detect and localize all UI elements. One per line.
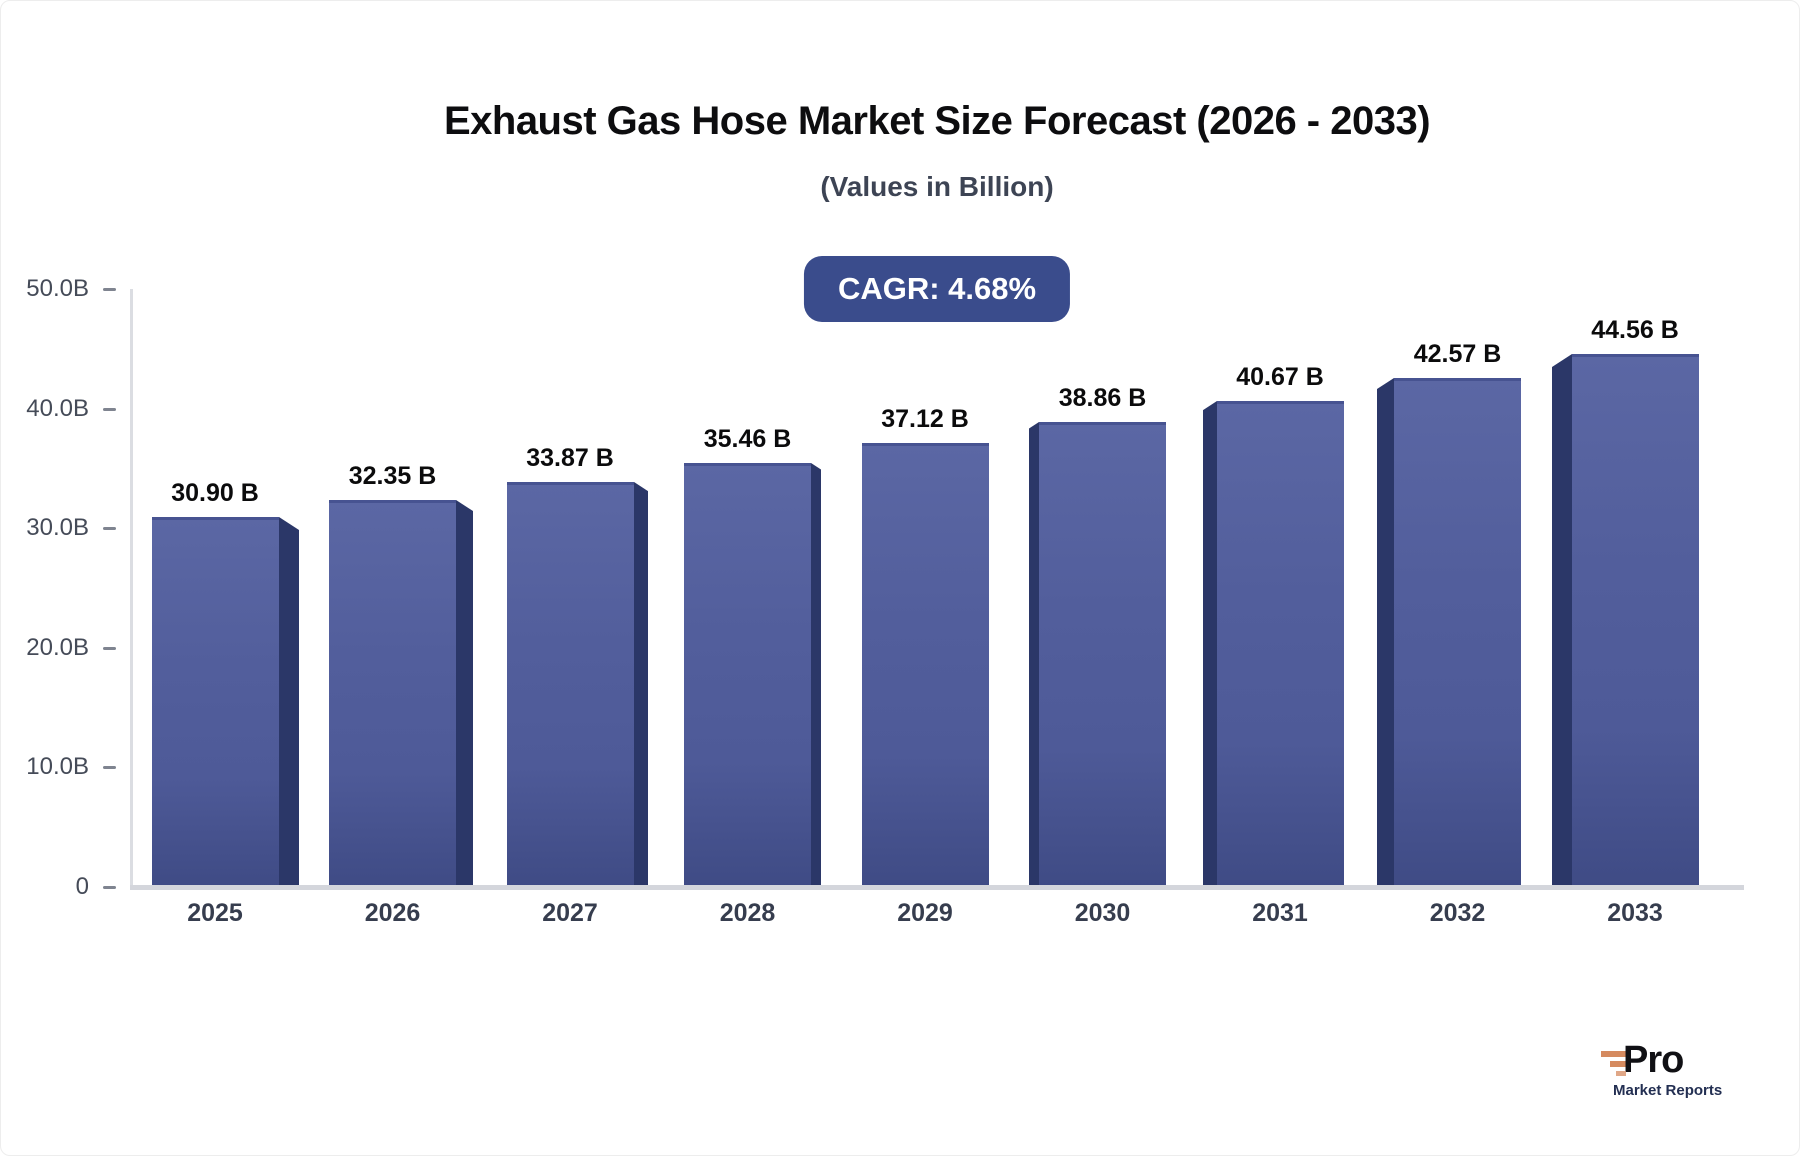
logo-caption-text: Market Reports (1613, 1082, 1723, 1099)
x-axis-label-2030: 2030 (1074, 899, 1131, 927)
y-tick-mark (103, 766, 116, 770)
bar-2031 (1216, 400, 1344, 887)
bar-2027 (506, 481, 634, 887)
bar-side-face-2027 (633, 481, 648, 889)
y-tick-mark (103, 527, 116, 531)
bar-side-face-2025 (278, 517, 299, 889)
x-axis-label-2031: 2031 (1252, 899, 1308, 927)
y-tick-label: 20.0B (26, 633, 89, 661)
chart-subtitle: (Values in Billion) (820, 171, 1054, 202)
y-tick-mark (103, 886, 116, 889)
y-axis-line (130, 289, 133, 887)
x-axis-label-2025: 2025 (187, 899, 243, 927)
x-axis-label-2027: 2027 (542, 899, 598, 927)
bar-2030 (1039, 422, 1166, 887)
y-tick-label: 50.0B (26, 275, 89, 302)
bar-side-face-2030 (1029, 422, 1039, 889)
bar-2028 (684, 462, 811, 887)
bar-side-face-2028 (811, 462, 821, 889)
x-axis-label-2029: 2029 (897, 899, 953, 927)
bar-value-label-2030: 38.86 B (1058, 384, 1147, 413)
bar-2026 (329, 500, 456, 887)
y-tick-mark (103, 288, 116, 291)
bar-value-label-2031: 40.67 B (1236, 362, 1324, 391)
x-axis-label-2032: 2032 (1429, 899, 1486, 927)
bar-side-face-2032 (1377, 377, 1394, 889)
x-axis-label-2026: 2026 (364, 899, 421, 927)
logo-speed-bars-icon (1601, 1051, 1626, 1076)
bar-value-label-2027: 33.87 B (526, 443, 614, 472)
bar-2029 (861, 443, 989, 887)
bar-side-face-2033 (1551, 354, 1572, 889)
bar-value-label-2029: 37.12 B (881, 405, 969, 434)
y-tick-label: 0 (75, 873, 89, 900)
y-tick-label: 10.0B (26, 753, 89, 781)
bar-side-face-2031 (1202, 400, 1217, 889)
y-tick-mark (103, 646, 116, 650)
cagr-badge: CAGR: 4.68% (803, 256, 1071, 322)
bar-value-label-2026: 32.35 B (348, 462, 437, 491)
bar-side-face-2026 (456, 500, 473, 889)
chart-title: Exhaust Gas Hose Market Size Forecast (2… (443, 99, 1431, 143)
bar-value-label-2032: 42.57 B (1413, 339, 1502, 368)
y-tick-label: 40.0B (26, 394, 89, 422)
x-axis-label-2028: 2028 (719, 899, 776, 927)
x-axis-label-2033: 2033 (1607, 899, 1663, 927)
logo-brand-text: Pro (1623, 1039, 1684, 1081)
bar-2032 (1394, 377, 1521, 887)
bar-value-label-2028: 35.46 B (703, 424, 792, 453)
x-axis-line (130, 885, 1744, 890)
bar-value-label-2025: 30.90 B (171, 479, 259, 508)
bar-value-label-2033: 44.56 B (1591, 316, 1679, 345)
pro-market-reports-logo: Pro Market Reports (1601, 1039, 1731, 1099)
y-tick-label: 30.0B (26, 514, 89, 542)
bar-2033 (1571, 354, 1699, 887)
bars-area: 30.90 B 32.35 B 33.87 B 35.46 B 37.12 B 38.86… (1, 1, 1799, 889)
bar-2025 (151, 517, 279, 887)
y-tick-mark (103, 407, 116, 411)
